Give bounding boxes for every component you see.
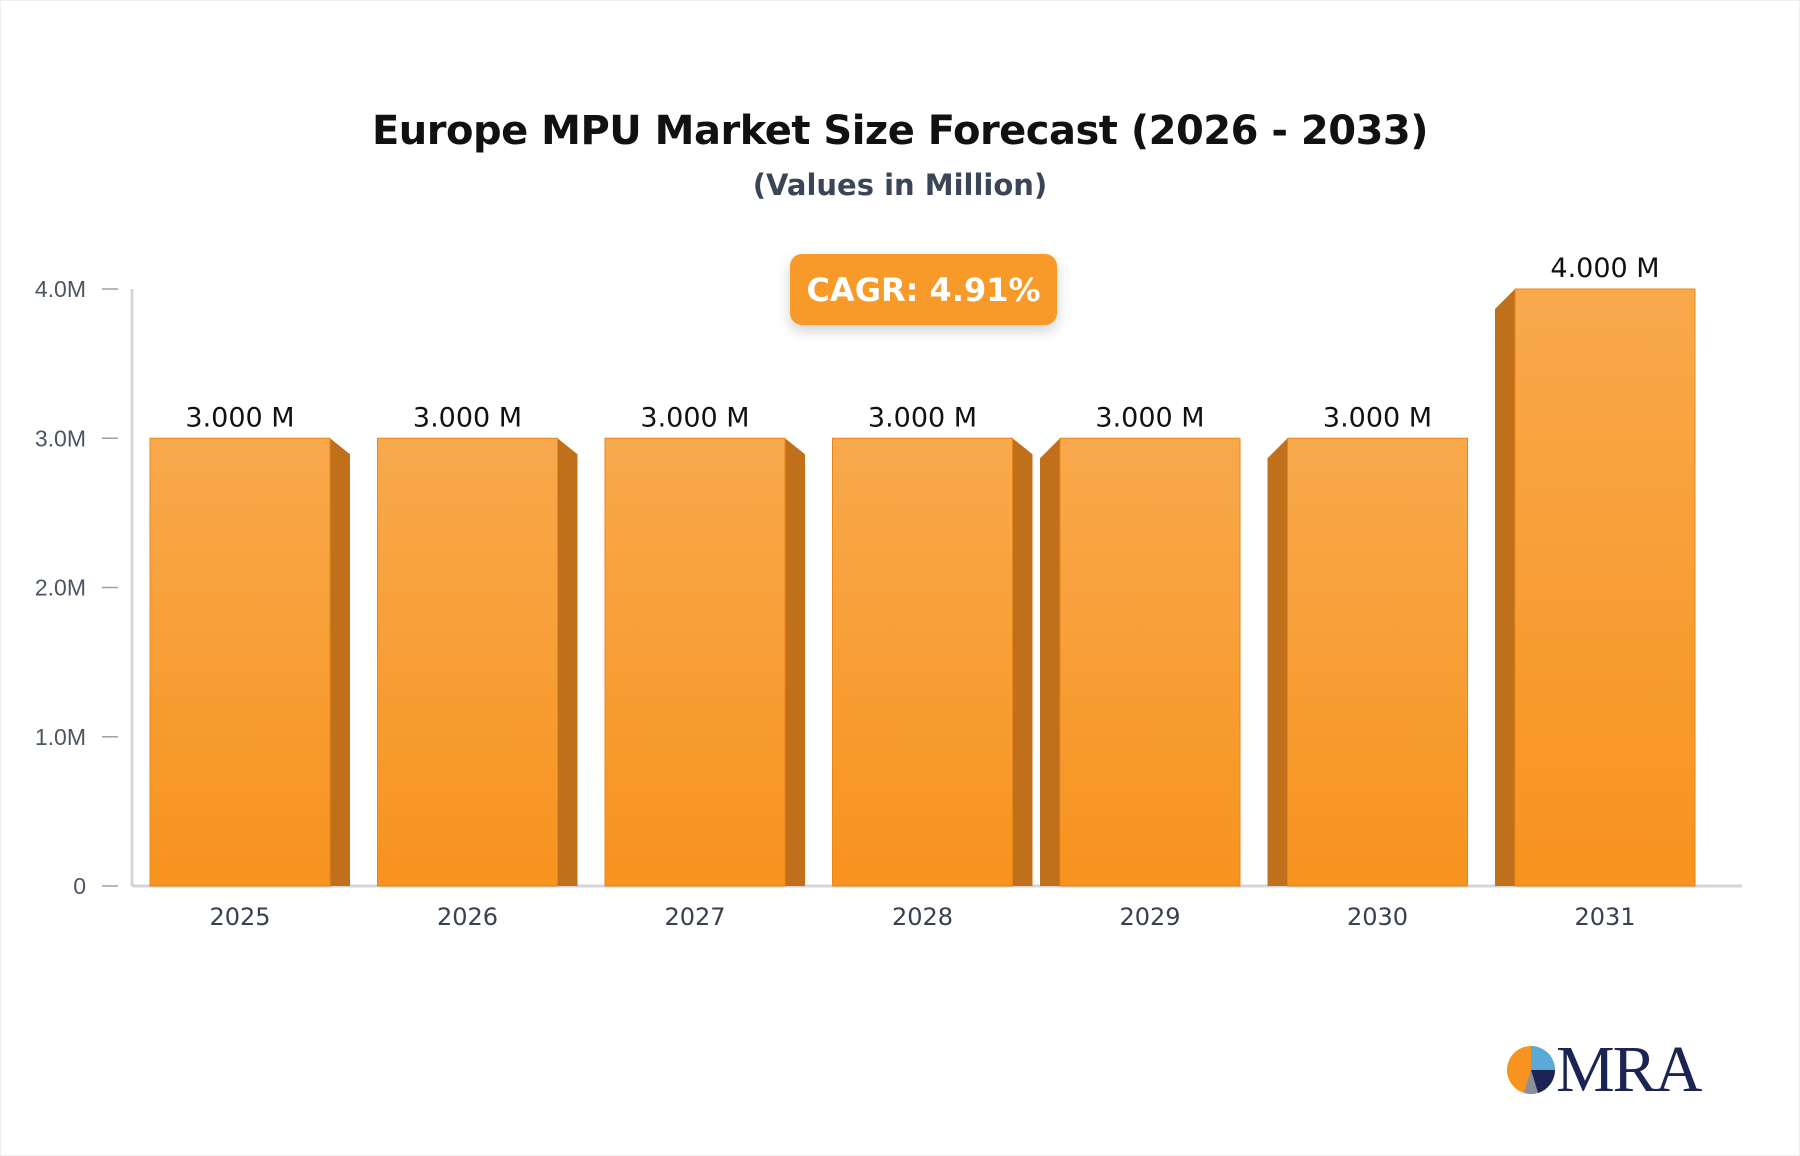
x-tick-label: 2029 — [1119, 903, 1180, 931]
x-tick-label: 2031 — [1574, 903, 1635, 931]
logo-pie-icon — [1507, 1046, 1556, 1095]
y-tick-label: 0 — [73, 873, 86, 899]
y-tick-label: 2.0M — [35, 575, 86, 601]
bar-side — [557, 438, 578, 886]
bar-side — [1267, 438, 1288, 886]
data-label: 3.000 M — [413, 402, 522, 433]
data-label: 3.000 M — [185, 402, 294, 433]
bar-side — [1495, 289, 1515, 886]
bar-side — [1012, 438, 1033, 886]
cagr-badge: CAGR: 4.91% — [790, 254, 1057, 325]
data-label: 3.000 M — [640, 402, 749, 433]
bar — [832, 437, 1013, 887]
bar — [1059, 437, 1241, 887]
bar — [149, 437, 331, 887]
bar — [1514, 288, 1696, 887]
x-tick-label: 2028 — [892, 903, 953, 931]
data-label: 4.000 M — [1550, 253, 1659, 284]
bar — [1287, 437, 1468, 887]
y-tick-label: 3.0M — [35, 425, 86, 451]
x-tick-label: 2027 — [664, 903, 725, 931]
x-tick-label: 2026 — [437, 903, 498, 931]
logo-text: MRA — [1556, 1033, 1702, 1106]
bar-side — [785, 438, 805, 886]
bar-side — [330, 438, 350, 886]
chart-title: Europe MPU Market Size Forecast (2026 - … — [371, 108, 1429, 154]
y-tick-label: 1.0M — [35, 724, 86, 750]
data-label: 3.000 M — [1323, 402, 1432, 433]
data-label: 3.000 M — [1095, 402, 1204, 433]
bar-side — [1040, 438, 1060, 886]
x-tick-label: 2030 — [1347, 903, 1408, 931]
chart-subtitle: (Values in Million) — [752, 168, 1048, 202]
bar — [377, 437, 558, 887]
x-tick-label: 2025 — [209, 903, 270, 931]
data-label: 3.000 M — [868, 402, 977, 433]
y-tick-label: 4.0M — [35, 276, 86, 302]
bar — [604, 437, 786, 887]
